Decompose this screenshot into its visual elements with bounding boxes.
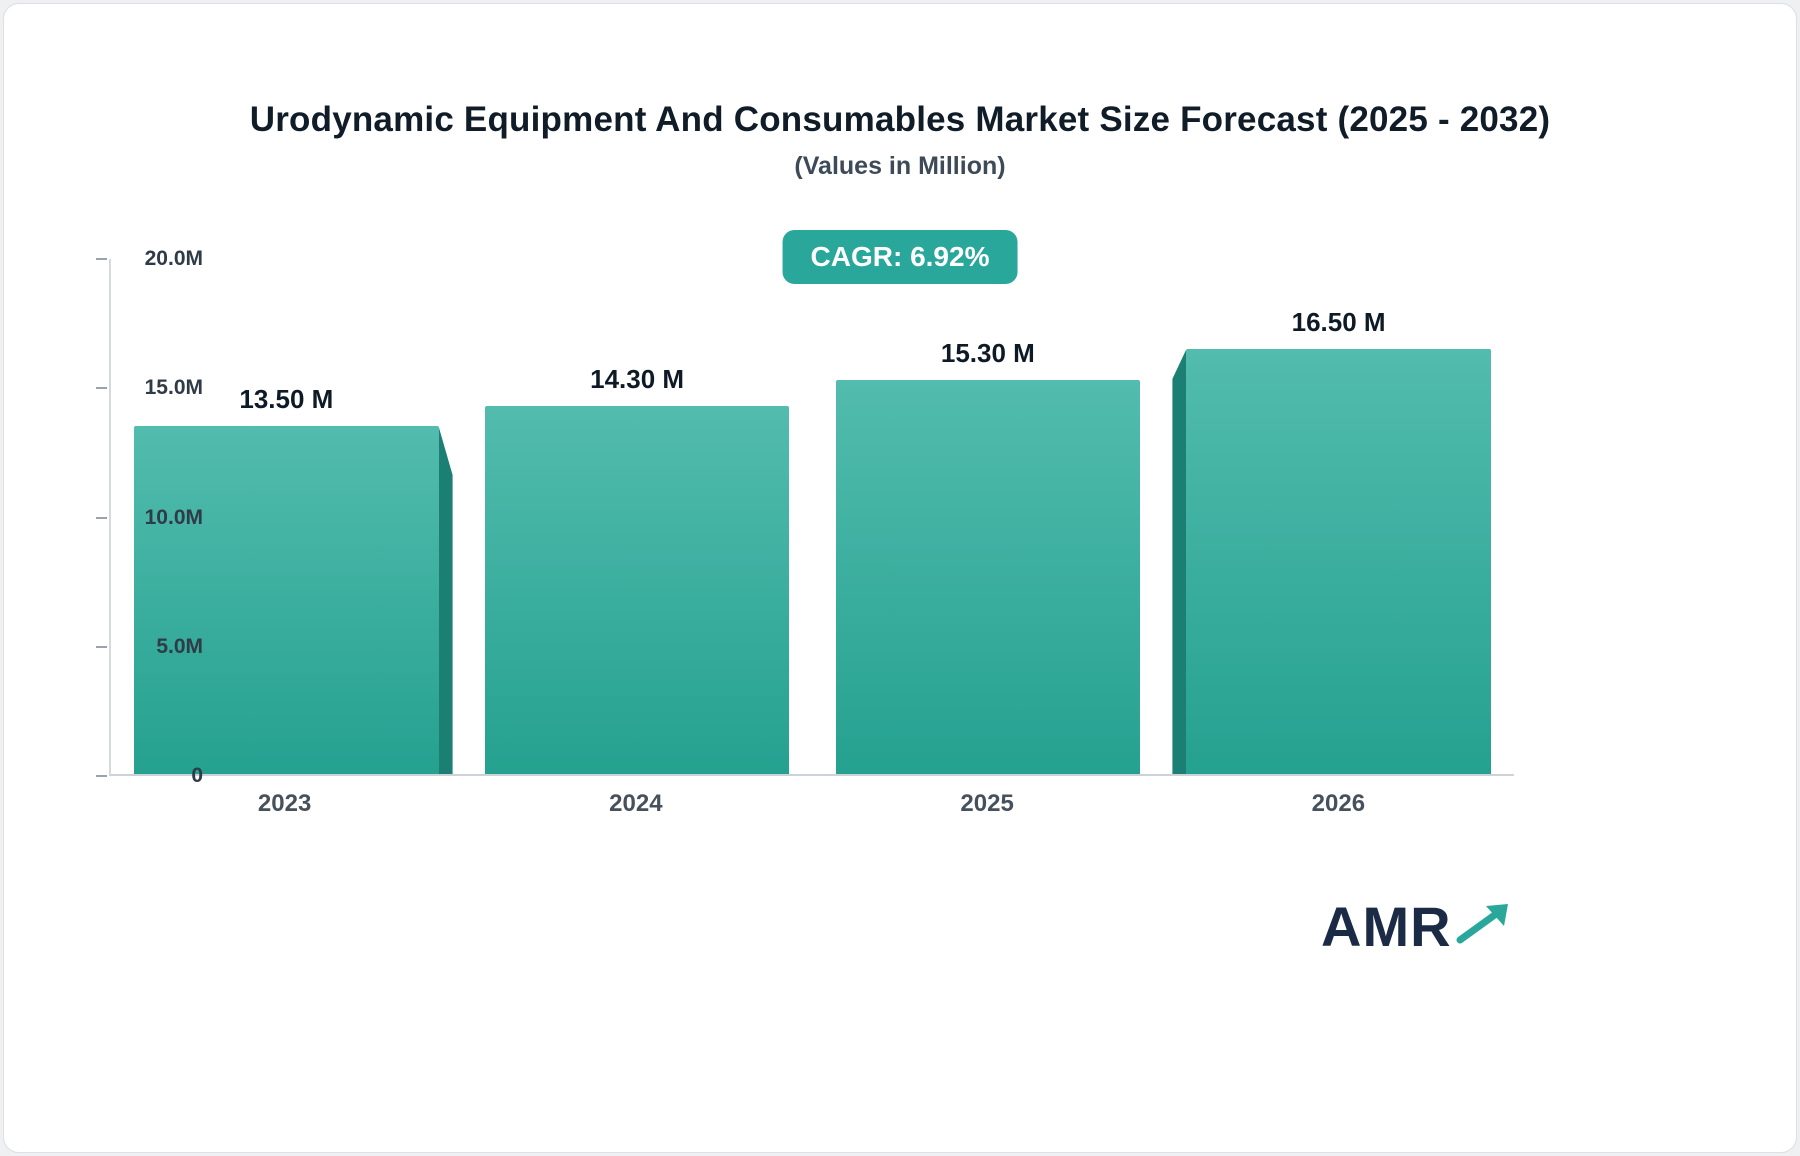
bar-3d-edge xyxy=(1172,349,1187,774)
x-axis: 2023 2024 2025 2026 xyxy=(109,790,1514,818)
y-axis-label: 15.0M xyxy=(144,376,203,400)
bar-slot: 15.30 M xyxy=(813,259,1164,774)
y-axis-tick xyxy=(96,775,107,777)
x-axis-label: 2026 xyxy=(1311,790,1366,817)
bar-value-label: 13.50 M xyxy=(239,384,334,415)
logo: AMR xyxy=(1321,892,1508,962)
y-axis-label: 20.0M xyxy=(144,247,203,270)
y-axis-tick xyxy=(96,645,107,648)
bar-slot: 16.50 M xyxy=(1163,259,1514,774)
x-axis-label: 2025 xyxy=(960,790,1014,817)
cagr-badge: CAGR: 6.92% xyxy=(782,230,1018,284)
chart-card: Urodynamic Equipment And Consumables Mar… xyxy=(3,3,1797,1153)
y-axis-label: 10.0M xyxy=(144,505,203,529)
bar: 16.50 M xyxy=(1172,307,1491,774)
bar-slot: 13.50 M xyxy=(111,259,462,774)
bar-value-label: 14.30 M xyxy=(590,363,685,394)
bar: 14.30 M xyxy=(484,364,790,774)
bar-value-label: 16.50 M xyxy=(1291,307,1386,338)
logo-arrow-icon xyxy=(1456,904,1508,944)
plot-area: 13.50 M 14.30 M 15.30 M 16.50 M xyxy=(109,259,1514,776)
bar-value-label: 15.30 M xyxy=(940,338,1035,369)
x-axis-label: 2024 xyxy=(609,790,663,817)
y-axis-tick xyxy=(96,387,107,390)
chart-title: Urodynamic Equipment And Consumables Mar… xyxy=(249,100,1551,139)
bar: 13.50 M xyxy=(134,384,453,774)
y-axis-label: 0 xyxy=(191,764,203,787)
y-axis-label: 5.0M xyxy=(156,634,203,658)
bar-3d-edge xyxy=(438,426,453,774)
y-axis-tick xyxy=(96,516,107,519)
chart-subtitle: (Values in Million) xyxy=(794,152,1006,180)
bar: 15.30 M xyxy=(835,338,1141,774)
y-axis-tick xyxy=(96,258,107,260)
logo-text: AMR xyxy=(1321,895,1452,958)
bar-slot: 14.30 M xyxy=(462,259,813,774)
x-axis-label: 2023 xyxy=(257,790,312,817)
plot-wrap: 13.50 M 14.30 M 15.30 M 16.50 M 2023 2024 202… xyxy=(96,247,1514,817)
